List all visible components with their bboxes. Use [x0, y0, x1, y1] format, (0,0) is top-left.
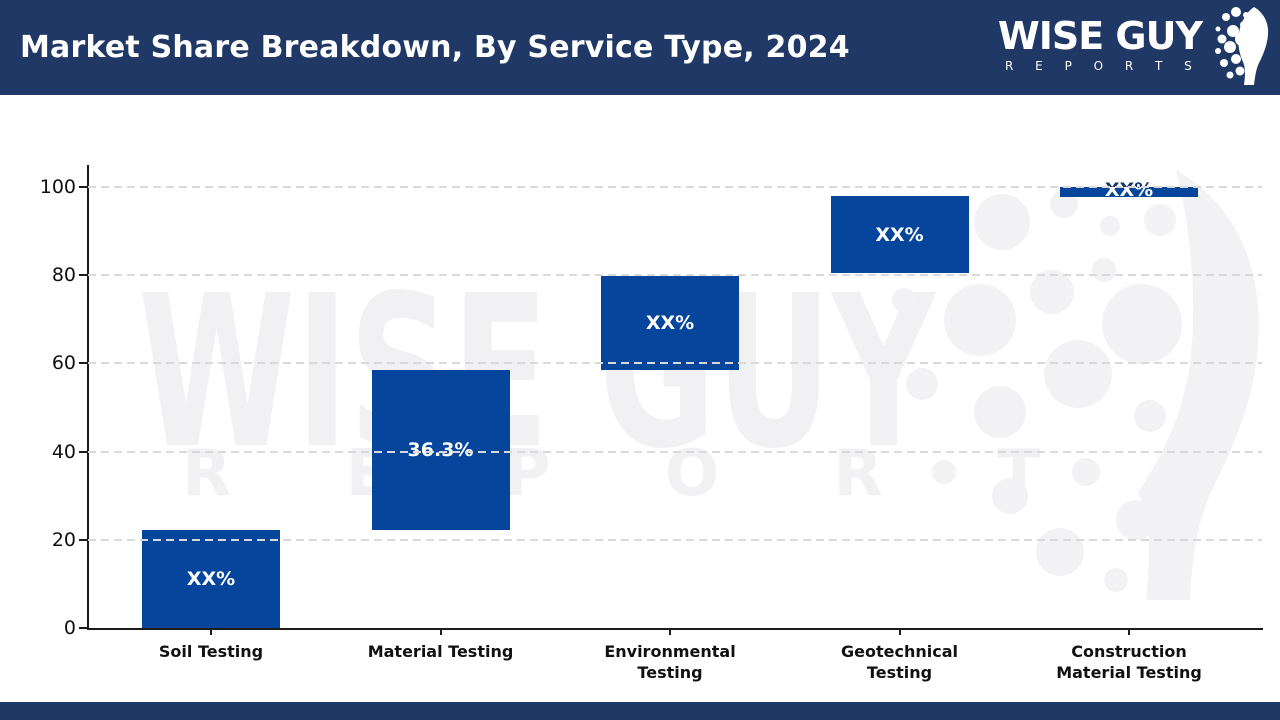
bar-value-label-soil-testing: XX% [186, 567, 236, 590]
y-tick-label-20: 20 [51, 528, 76, 551]
x-tick-mark-construction-material-testing [1128, 628, 1130, 635]
bar-geotechnical-testing: XX% [830, 195, 969, 274]
bar-material-testing: 36.3% [371, 369, 510, 530]
y-axis-spine [87, 165, 89, 630]
y-tick-mark-80 [79, 274, 87, 277]
y-tick-mark-0 [79, 627, 87, 629]
gridline-20 [88, 538, 1262, 541]
watermark-face-icon [892, 170, 1259, 600]
category-label-geotechnical-testing: Geotechnical Testing [841, 642, 958, 682]
category-label-construction-material-testing: Construction Material Testing [1056, 642, 1202, 682]
gridline-100 [88, 186, 1262, 188]
bar-outside-label-construction-material-testing: XX% [1105, 179, 1153, 187]
x-tick-mark-soil-testing [210, 628, 212, 635]
logo: WISE GUY R E P O R T S [997, 14, 1203, 73]
x-axis-spine [87, 628, 1263, 630]
gridline-80 [88, 274, 1262, 277]
logo-subtitle: R E P O R T S [1005, 59, 1201, 73]
y-tick-label-80: 80 [51, 264, 76, 287]
y-tick-label-60: 60 [51, 352, 76, 375]
page-title: Market Share Breakdown, By Service Type,… [20, 30, 850, 65]
watermark-text-line2: R E P O R T S [182, 437, 1248, 511]
bar-soil-testing: XX% [142, 529, 280, 628]
y-tick-mark-40 [79, 450, 87, 453]
y-tick-label-100: 100 [39, 176, 76, 198]
category-label-material-testing: Material Testing [367, 642, 514, 661]
y-tick-label-40: 40 [51, 440, 76, 463]
gridline-60 [88, 362, 1262, 365]
bar-value-label-environmental-testing: XX% [645, 311, 695, 334]
bar-environmental-testing: XX% [601, 276, 739, 370]
bar-outside-label-clip-construction-material-testing: XX% [1059, 165, 1199, 187]
y-tick-mark-60 [79, 362, 87, 365]
gridline-40 [88, 450, 1262, 453]
bar-construction-material-testing: XX% [1060, 187, 1198, 197]
bar-value-label-construction-material-testing: XX% [1105, 187, 1153, 197]
x-tick-mark-environmental-testing [669, 628, 671, 635]
bar-value-label-material-testing: 36.3% [407, 438, 474, 461]
header-bar: Market Share Breakdown, By Service Type,… [0, 0, 1280, 95]
bar-value-label-geotechnical-testing: XX% [875, 223, 924, 246]
y-tick-label-0: 0 [63, 617, 76, 639]
watermark-text-line1: WISE GUY [138, 250, 936, 495]
category-label-environmental-testing: Environmental Testing [604, 642, 736, 682]
y-tick-mark-100 [79, 186, 87, 188]
category-label-soil-testing: Soil Testing [158, 642, 264, 661]
logo-face-icon [1215, 7, 1269, 85]
logo-wordmark: WISE GUY [997, 14, 1203, 58]
x-tick-mark-geotechnical-testing [898, 628, 901, 635]
x-tick-mark-material-testing [439, 628, 442, 635]
y-tick-mark-20 [79, 538, 87, 541]
footer-bar [0, 702, 1280, 720]
